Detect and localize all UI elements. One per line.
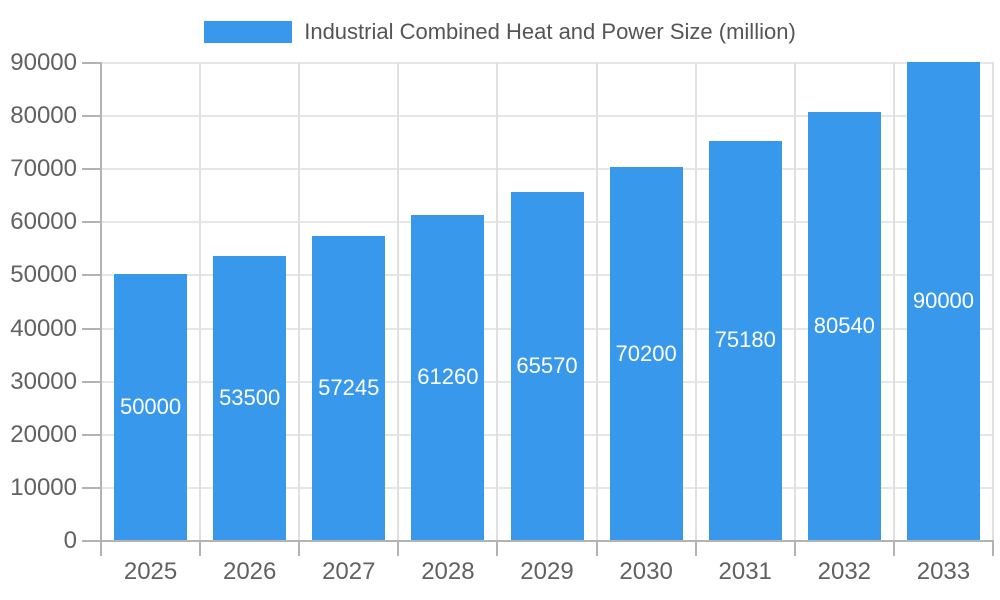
y-axis-label: 50000 <box>10 261 77 289</box>
y-axis-label: 20000 <box>10 420 77 448</box>
x-gridline <box>496 62 499 540</box>
x-axis-tick <box>100 540 102 556</box>
bar-value-label: 53500 <box>219 384 281 410</box>
x-axis-tick <box>397 540 400 556</box>
x-axis-tick <box>298 540 301 556</box>
legend-label: Industrial Combined Heat and Power Size … <box>304 19 796 44</box>
x-axis-tick <box>793 540 796 556</box>
y-axis-tick <box>82 221 101 224</box>
x-axis-label: 2033 <box>916 558 971 585</box>
bar-value-label: 57245 <box>318 374 380 400</box>
y-axis-label: 60000 <box>10 208 77 236</box>
y-axis-label: 80000 <box>10 102 77 130</box>
bar[interactable] <box>510 191 584 540</box>
bar-value-label: 90000 <box>912 288 975 313</box>
x-gridline <box>793 62 796 540</box>
legend[interactable]: Industrial Combined Heat and Power Size … <box>0 20 1000 44</box>
bar-value-label: 80540 <box>813 313 875 339</box>
x-axis-label: 2027 <box>322 558 376 585</box>
bar[interactable] <box>609 167 683 540</box>
plot-area: 0 10000 20000 30000 40000 50000 60000 70000 8000… <box>10 51 994 585</box>
x-axis-tick <box>992 540 994 556</box>
bar[interactable] <box>807 112 881 540</box>
bar-value-label: 50000 <box>119 394 182 420</box>
x-axis-label: 2031 <box>718 558 772 585</box>
x-gridline <box>397 62 400 540</box>
y-axis-tick <box>82 274 101 277</box>
x-axis-label: 2028 <box>421 558 475 585</box>
bar[interactable] <box>114 274 188 540</box>
bar-value-label: 70200 <box>615 340 677 366</box>
bar[interactable] <box>906 62 980 540</box>
bar[interactable] <box>708 140 782 540</box>
x-gridline <box>694 62 697 540</box>
bar[interactable] <box>411 214 485 540</box>
x-axis-label: 2030 <box>619 558 673 585</box>
legend-swatch <box>204 21 293 43</box>
x-gridline <box>199 62 202 540</box>
x-axis-tick <box>595 540 598 556</box>
x-gridline <box>992 62 994 540</box>
y-axis-tick <box>82 380 101 383</box>
y-axis-tick <box>82 433 101 436</box>
x-axis-tick <box>694 540 697 556</box>
x-axis-tick <box>892 540 895 556</box>
x-axis-tick <box>199 540 202 556</box>
x-axis-label: 2026 <box>222 558 277 585</box>
x-axis-label: 2025 <box>123 558 178 585</box>
y-gridline <box>101 168 993 171</box>
y-axis-tick <box>82 62 101 64</box>
bar-value-label: 75180 <box>714 327 776 353</box>
x-axis-label: 2029 <box>520 558 574 585</box>
x-axis-line <box>82 540 993 542</box>
y-axis-tick <box>82 486 101 489</box>
bar-value-label: 61260 <box>417 364 479 390</box>
bar[interactable] <box>213 255 287 540</box>
y-axis-label: 70000 <box>10 155 77 183</box>
x-gridline <box>298 62 301 540</box>
y-gridline <box>101 115 993 118</box>
x-gridline <box>595 62 598 540</box>
y-axis-label: 40000 <box>10 314 77 342</box>
y-axis-tick <box>82 115 101 118</box>
x-gridline <box>892 62 895 540</box>
y-axis-line <box>100 62 102 540</box>
bar-value-label: 65570 <box>516 352 578 378</box>
y-axis-tick <box>82 327 101 330</box>
y-gridline <box>101 62 993 64</box>
y-axis-label: 30000 <box>10 367 77 395</box>
y-axis-label: 0 <box>63 527 77 554</box>
x-axis-label: 2032 <box>817 558 872 585</box>
bar[interactable] <box>312 235 386 540</box>
x-axis-tick <box>496 540 499 556</box>
y-axis-tick <box>82 168 101 171</box>
y-axis-label: 10000 <box>10 473 77 501</box>
y-axis-label: 90000 <box>10 49 77 76</box>
